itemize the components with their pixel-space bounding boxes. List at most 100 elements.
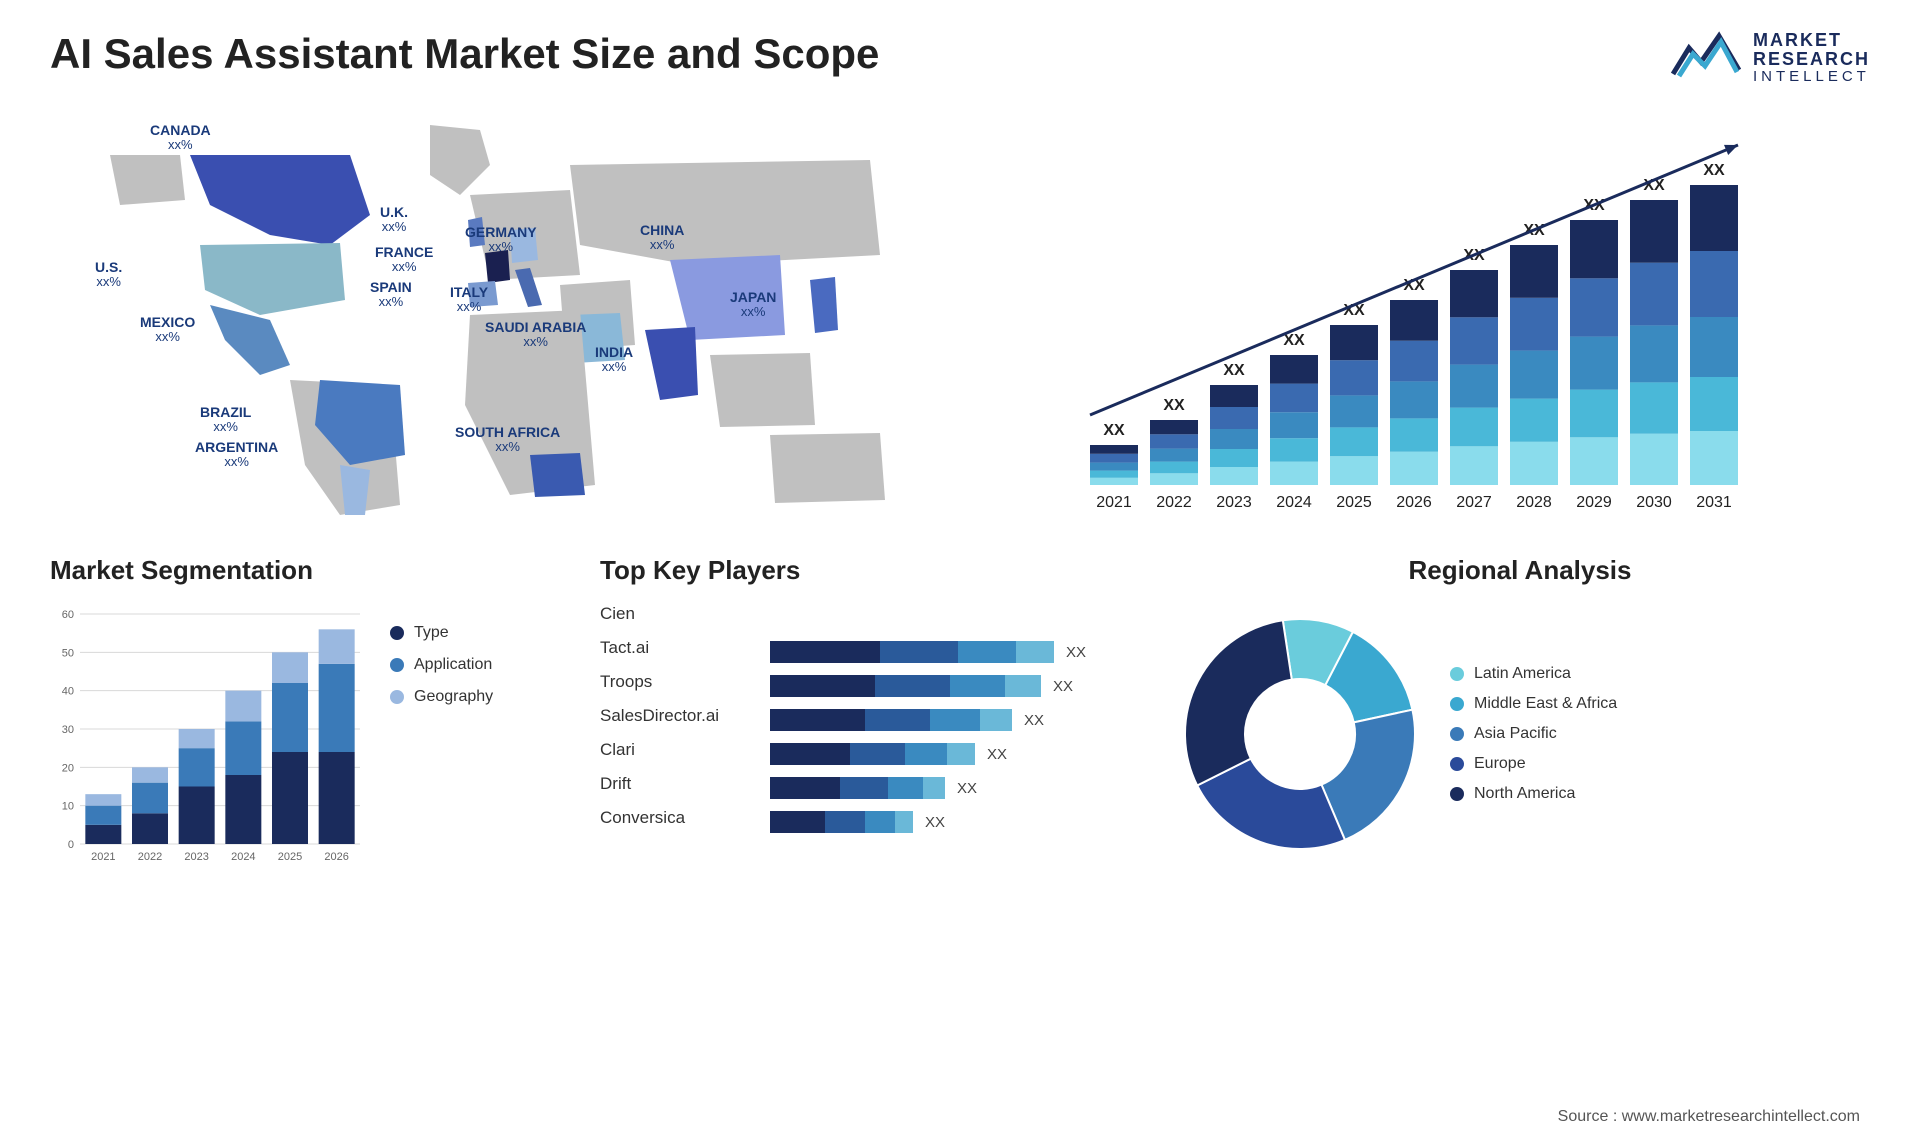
map-region-sea (710, 353, 815, 427)
player-bar-seg (905, 743, 947, 765)
seg-bar-seg (179, 787, 215, 845)
map-region-greenland (430, 125, 490, 195)
player-bar-value: XX (987, 746, 1007, 763)
player-bar-seg (840, 777, 888, 799)
growth-bar-seg (1150, 420, 1198, 434)
growth-bar-label: XX (1103, 422, 1125, 439)
seg-bar-seg (319, 664, 355, 752)
regional-legend-label: Latin America (1474, 665, 1571, 683)
growth-bar-seg (1690, 251, 1738, 317)
seg-bar-seg (272, 752, 308, 844)
player-bar-row: XX (770, 810, 1140, 834)
player-bar-seg (958, 641, 1016, 663)
growth-bar-seg (1690, 185, 1738, 251)
growth-year-label: 2021 (1096, 494, 1132, 511)
legend-dot-icon (1450, 727, 1464, 741)
growth-bar-seg (1150, 462, 1198, 474)
regional-legend-item: Asia Pacific (1450, 725, 1617, 743)
growth-bar-seg (1630, 263, 1678, 326)
seg-bar-seg (225, 721, 261, 775)
player-bar-value: XX (1066, 644, 1086, 661)
growth-bar-seg (1510, 245, 1558, 298)
growth-bar-seg (1090, 463, 1138, 471)
player-bar-seg (1005, 675, 1041, 697)
regional-legend-item: Latin America (1450, 665, 1617, 683)
growth-bar-seg (1210, 407, 1258, 429)
map-label-uk: U.K.xx% (380, 205, 408, 235)
growth-bar-seg (1630, 382, 1678, 433)
segmentation-chart: 0102030405060202120222023202420252026 (50, 604, 370, 864)
growth-bar-seg (1630, 434, 1678, 485)
regional-legend-item: Middle East & Africa (1450, 695, 1617, 713)
legend-dot-icon (390, 690, 404, 704)
player-bar-seg (1016, 641, 1054, 663)
growth-bar-seg (1150, 473, 1198, 485)
player-bar (770, 641, 1054, 663)
legend-dot-icon (1450, 757, 1464, 771)
segmentation-panel: Market Segmentation 01020304050602021202… (50, 555, 570, 895)
map-label-india: INDIAxx% (595, 345, 633, 375)
seg-year-label: 2026 (324, 851, 348, 863)
players-title: Top Key Players (600, 555, 1140, 586)
map-region-canada (190, 155, 370, 245)
seg-legend-label: Application (414, 656, 492, 674)
growth-bar-seg (1330, 427, 1378, 456)
map-region-russia (570, 160, 880, 265)
growth-bar-seg (1510, 399, 1558, 442)
seg-bar-seg (319, 629, 355, 664)
growth-bar-seg (1570, 220, 1618, 278)
player-bar (770, 777, 945, 799)
players-panel: Top Key Players CienTact.aiTroopsSalesDi… (600, 555, 1140, 895)
seg-legend-item: Geography (390, 688, 493, 706)
player-name: Drift (600, 774, 750, 798)
player-bar-row: XX (770, 742, 1140, 766)
seg-bar-seg (85, 806, 121, 825)
seg-year-label: 2022 (138, 851, 162, 863)
player-bar-seg (888, 777, 923, 799)
growth-bar-seg (1330, 456, 1378, 485)
growth-bar-seg (1210, 467, 1258, 485)
page-title: AI Sales Assistant Market Size and Scope (50, 30, 879, 78)
legend-dot-icon (1450, 697, 1464, 711)
map-label-spain: SPAINxx% (370, 280, 412, 310)
top-row: CANADAxx%U.S.xx%MEXICOxx%BRAZILxx%ARGENT… (50, 105, 1870, 525)
growth-bar-seg (1270, 384, 1318, 413)
regional-panel: Regional Analysis Latin AmericaMiddle Ea… (1170, 555, 1870, 895)
seg-ytick: 20 (62, 762, 74, 774)
player-bar-row: XX (770, 674, 1140, 698)
legend-dot-icon (390, 658, 404, 672)
player-bar-seg (865, 811, 895, 833)
growth-chart: XX2021XX2022XX2023XX2024XX2025XX2026XX20… (990, 105, 1870, 525)
map-label-france: FRANCExx% (375, 245, 433, 275)
growth-bar-label: XX (1703, 162, 1725, 179)
player-bar-seg (947, 743, 975, 765)
regional-legend-label: North America (1474, 785, 1575, 803)
map-region-japan (810, 277, 838, 333)
growth-bar-seg (1570, 437, 1618, 485)
player-bar-seg (865, 709, 930, 731)
player-name: Cien (600, 604, 750, 628)
map-label-argentina: ARGENTINAxx% (195, 440, 278, 470)
seg-legend-label: Geography (414, 688, 493, 706)
player-bar-seg (770, 811, 825, 833)
players-names: CienTact.aiTroopsSalesDirector.aiClariDr… (600, 604, 750, 834)
map-label-saudiarabia: SAUDI ARABIAxx% (485, 320, 586, 350)
growth-bar-seg (1450, 365, 1498, 408)
growth-arrow-head-icon (1724, 145, 1738, 155)
player-bar-row: XX (770, 640, 1140, 664)
seg-legend-label: Type (414, 624, 449, 642)
player-bar-value: XX (1053, 678, 1073, 695)
growth-bar-seg (1210, 385, 1258, 407)
seg-bar-seg (85, 825, 121, 844)
growth-year-label: 2023 (1216, 494, 1252, 511)
growth-bar-seg (1450, 317, 1498, 364)
map-label-japan: JAPANxx% (730, 290, 776, 320)
growth-bar-seg (1570, 337, 1618, 390)
growth-bar-seg (1090, 454, 1138, 463)
growth-bar-seg (1390, 381, 1438, 418)
seg-bar-seg (132, 767, 168, 782)
player-name: Clari (600, 740, 750, 764)
bottom-row: Market Segmentation 01020304050602021202… (50, 555, 1870, 895)
seg-ytick: 0 (68, 839, 74, 851)
logo-line3: INTELLECT (1753, 69, 1870, 85)
